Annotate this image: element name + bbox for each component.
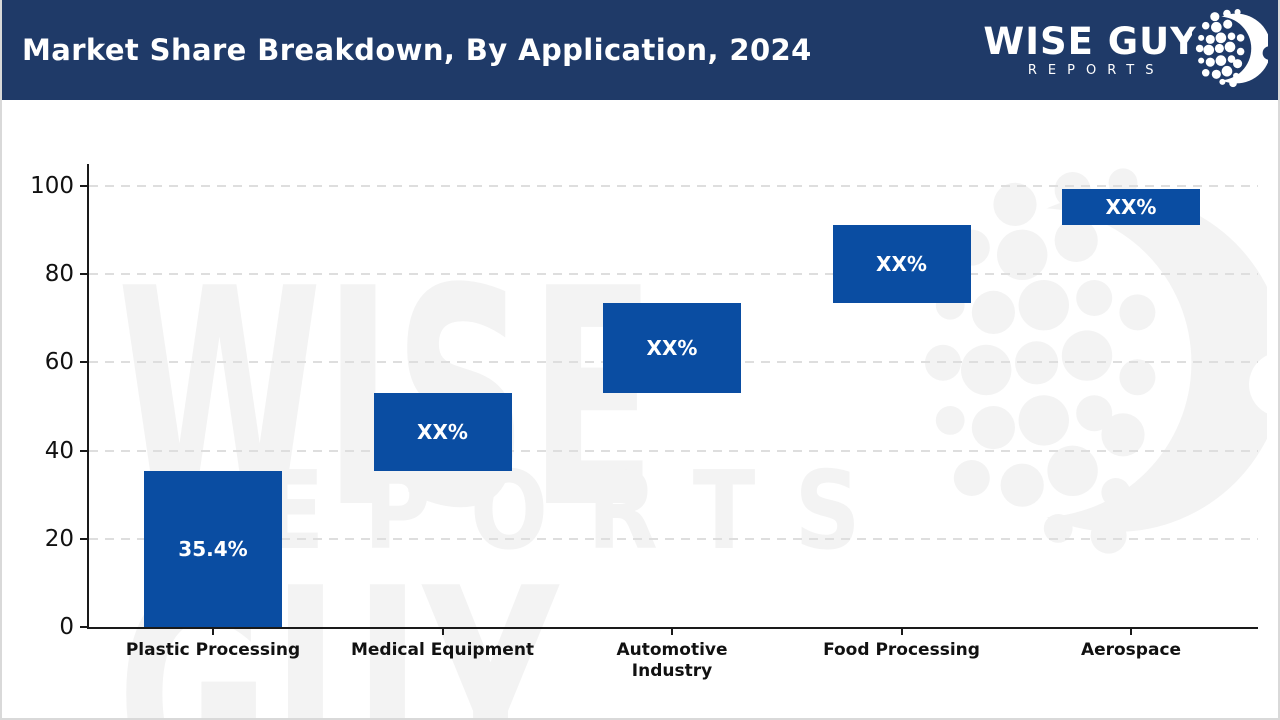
- x-tick-mark-food-processing: [900, 627, 903, 635]
- bar-value-label-food-processing: XX%: [876, 252, 927, 277]
- y-tick-mark-20: [80, 537, 89, 540]
- bar-automotive-industry: XX%: [603, 302, 741, 393]
- y-tick-mark-40: [80, 449, 89, 452]
- gridline-20: [89, 537, 1258, 540]
- bar-value-label-aerospace: XX%: [1105, 195, 1157, 220]
- bar-plastic-processing: 35.4%: [144, 470, 282, 627]
- bar-food-processing: XX%: [832, 225, 971, 303]
- brand-subname: REPORTS: [1027, 62, 1165, 78]
- category-label-food-processing: Food Processing: [823, 640, 980, 660]
- x-tick-mark-automotive-industry: [671, 627, 673, 635]
- brand-logo-text: WISE GUY REPORTS: [983, 23, 1198, 78]
- category-label-medical-equipment: Medical Equipment: [350, 640, 535, 660]
- x-tick-mark-aerospace: [1130, 627, 1132, 635]
- y-tick-mark-0: [80, 626, 89, 628]
- y-tick-label-80: 80: [44, 261, 74, 288]
- y-tick-label-20: 20: [44, 525, 74, 552]
- gridline-80: [89, 273, 1258, 276]
- bar-value-label-automotive-industry: XX%: [646, 335, 698, 360]
- y-tick-label-60: 60: [44, 349, 74, 376]
- x-tick-mark-plastic-processing: [212, 627, 214, 635]
- y-tick-mark-60: [80, 361, 89, 364]
- y-tick-label-100: 100: [30, 173, 74, 200]
- category-label-plastic-processing: Plastic Processing: [125, 640, 301, 660]
- brand-logo: WISE GUY REPORTS: [983, 6, 1278, 94]
- category-label-aerospace: Aerospace: [1080, 640, 1182, 660]
- category-label-automotive-industry: Automotive Industry: [616, 640, 728, 682]
- y-tick-label-0: 0: [59, 614, 74, 640]
- page-title: Market Share Breakdown, By Application, …: [22, 33, 812, 67]
- gridline-100: [89, 185, 1258, 188]
- bar-medical-equipment: XX%: [373, 392, 512, 471]
- brand-dotted-head-icon: [1192, 9, 1268, 88]
- bar-value-label-medical-equipment: XX%: [417, 419, 468, 444]
- y-tick-mark-80: [80, 273, 89, 276]
- bar-aerospace: XX%: [1062, 189, 1200, 226]
- x-tick-mark-medical-equipment: [441, 627, 444, 635]
- y-tick-mark-100: [80, 185, 89, 188]
- brand-name: WISE GUY: [983, 19, 1198, 63]
- y-tick-label-40: 40: [44, 437, 74, 464]
- y-axis-line: [87, 164, 89, 629]
- bar-value-label-plastic-processing: 35.4%: [178, 536, 248, 561]
- gridline-40: [89, 449, 1258, 452]
- header-bar: Market Share Breakdown, By Application, …: [2, 0, 1278, 100]
